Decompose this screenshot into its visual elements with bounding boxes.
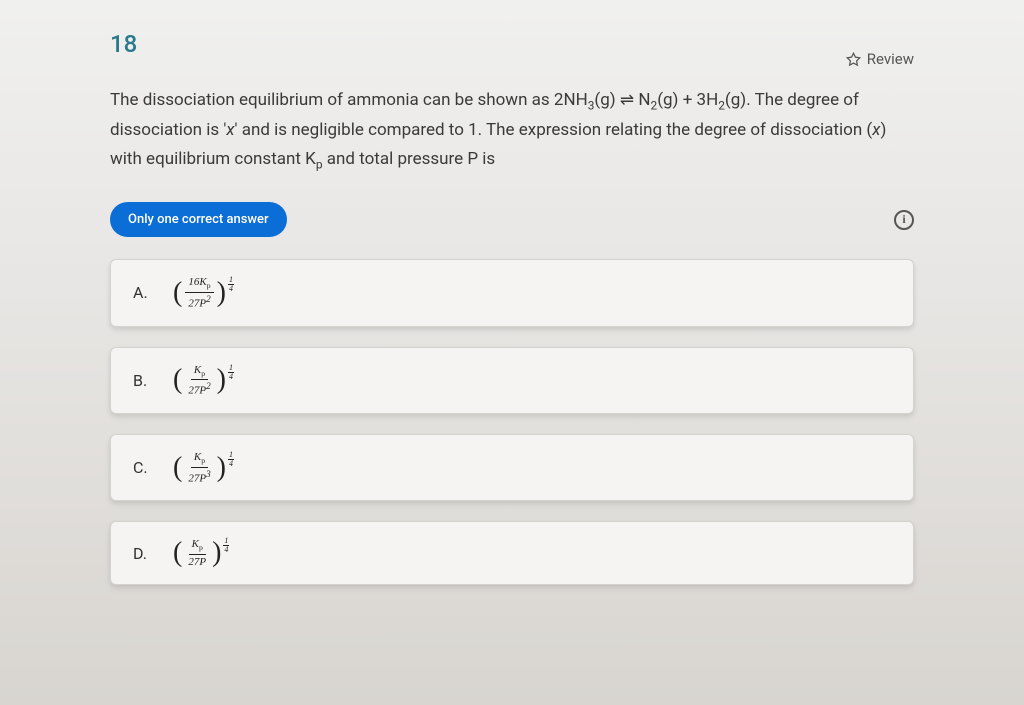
option-letter: B. (133, 371, 151, 390)
header-row: 18 Review (110, 30, 914, 68)
question-number: 18 (110, 30, 137, 58)
option-formula: (Kp27P)14 (173, 538, 229, 568)
answer-type-badge: Only one correct answer (110, 202, 287, 237)
badge-row: Only one correct answer i (110, 202, 914, 237)
option-formula: (Kp27P3)14 (173, 451, 234, 484)
option-letter: D. (133, 544, 151, 563)
option-formula: (Kp27P2)14 (173, 364, 234, 397)
info-icon[interactable]: i (894, 210, 914, 230)
option-c[interactable]: C. (Kp27P3)14 (110, 434, 914, 501)
review-button[interactable]: Review (846, 50, 914, 68)
option-letter: C. (133, 458, 151, 477)
option-formula: (16Kp27P2)14 (173, 276, 234, 309)
option-letter: A. (133, 283, 151, 302)
options-list: A. (16Kp27P2)14 B. (Kp27P2)14 C. (Kp27P3)14 D.… (110, 259, 914, 585)
option-d[interactable]: D. (Kp27P)14 (110, 521, 914, 585)
option-a[interactable]: A. (16Kp27P2)14 (110, 259, 914, 326)
review-label: Review (867, 50, 914, 68)
option-b[interactable]: B. (Kp27P2)14 (110, 347, 914, 414)
question-container: 18 Review The dissociation equilibrium o… (0, 0, 1024, 705)
question-text: The dissociation equilibrium of ammonia … (110, 86, 914, 174)
star-icon (846, 52, 861, 67)
